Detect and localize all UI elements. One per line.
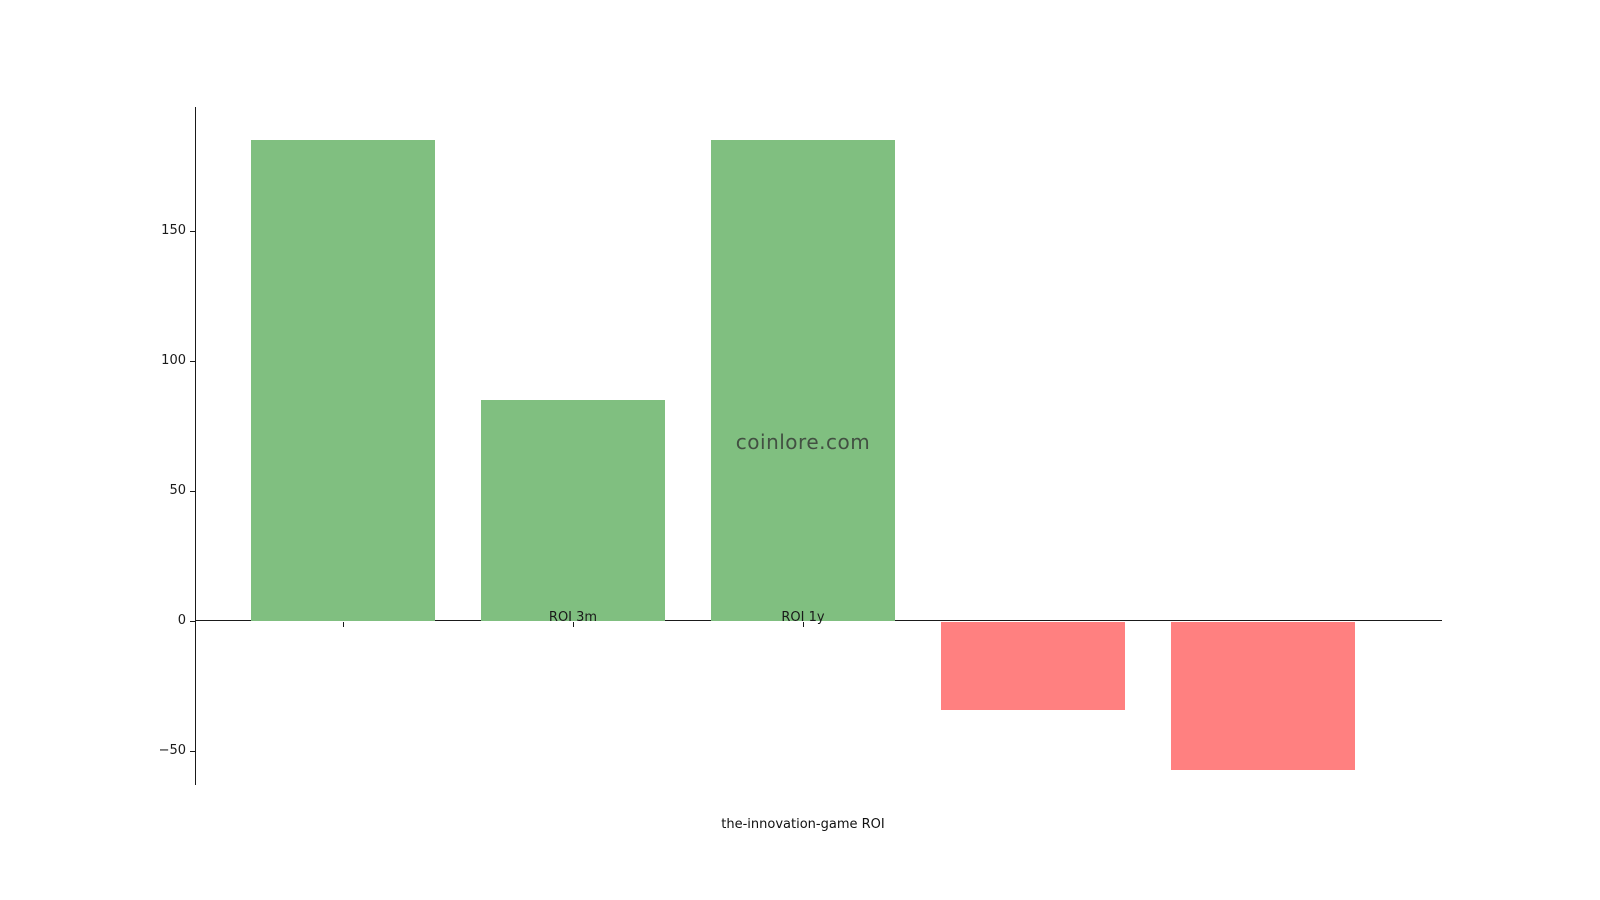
bar-roi-1y — [711, 140, 895, 621]
y-tick-label: 50 — [169, 483, 186, 498]
y-tick-mark — [190, 621, 196, 622]
y-tick-label: −50 — [158, 743, 186, 758]
x-tick-mark — [573, 622, 574, 627]
y-tick-label: 0 — [177, 613, 186, 628]
bar-index-4 — [1171, 622, 1355, 771]
watermark-text: coinlore.com — [735, 430, 871, 454]
y-tick-mark — [190, 231, 196, 232]
x-tick-mark — [343, 622, 344, 627]
x-tick-label: ROI 3m — [548, 610, 598, 625]
bar-index-0 — [251, 140, 435, 621]
y-tick-mark — [190, 491, 196, 492]
y-axis-spine — [195, 107, 196, 785]
x-tick-mark — [803, 622, 804, 627]
chart-title: the-innovation-game ROI — [721, 817, 885, 832]
y-tick-label: 150 — [161, 223, 186, 238]
x-tick-label: ROI 1y — [781, 610, 825, 625]
y-tick-mark — [190, 361, 196, 362]
y-tick-mark — [190, 751, 196, 752]
bar-roi-3m — [481, 400, 665, 621]
y-tick-label: 100 — [161, 353, 186, 368]
bar-index-3 — [941, 622, 1125, 711]
